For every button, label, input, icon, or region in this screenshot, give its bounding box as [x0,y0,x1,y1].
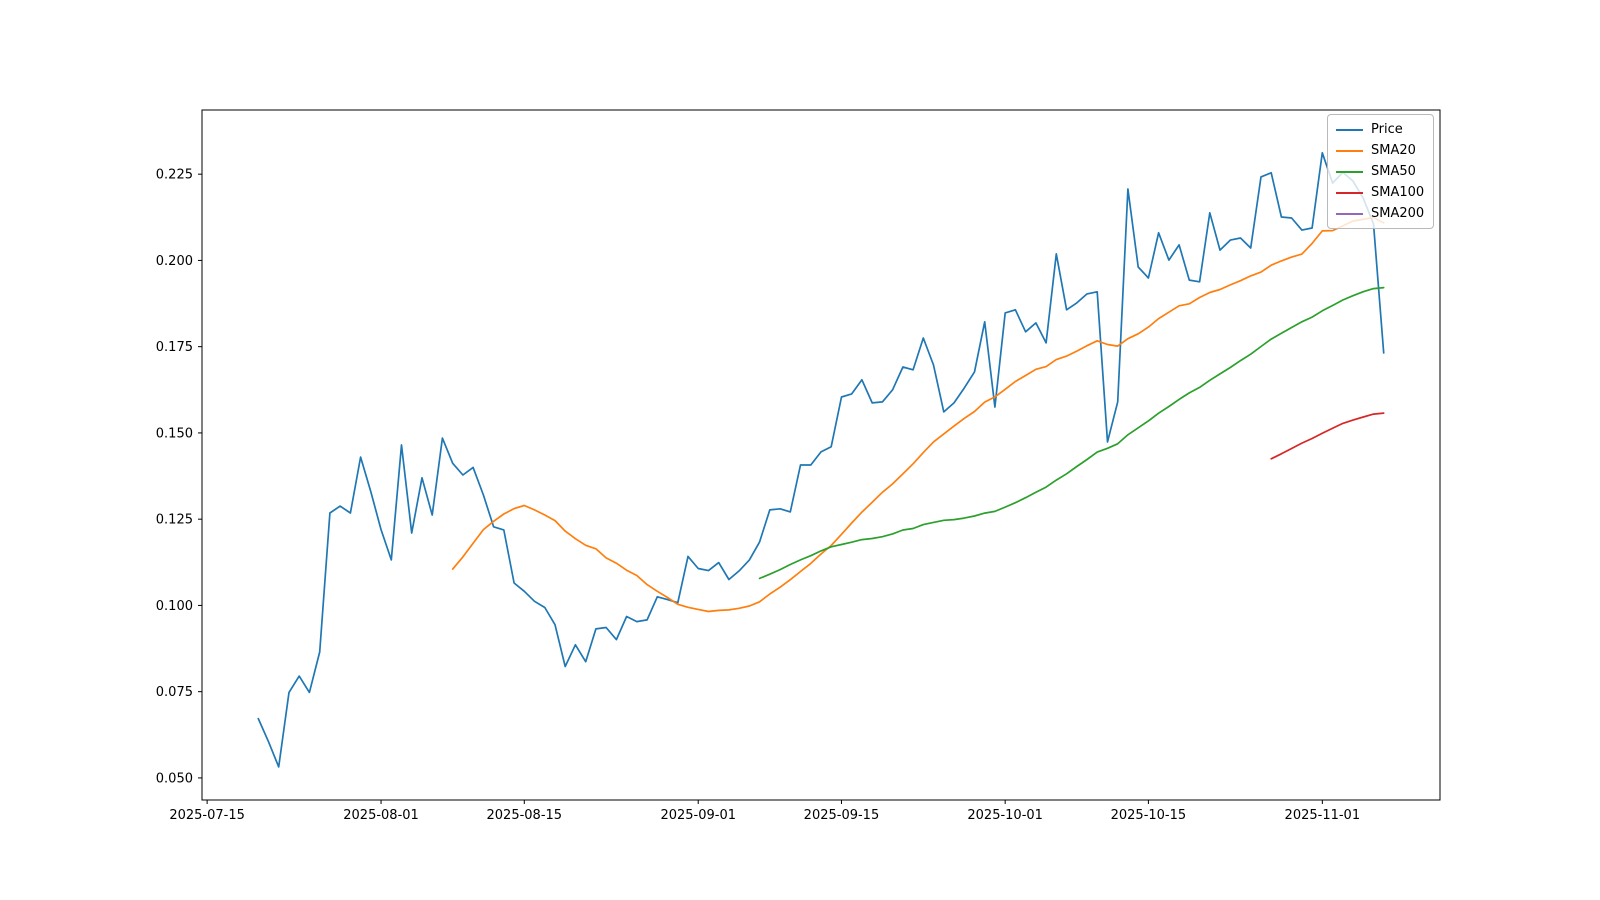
x-tick-label: 2025-11-01 [1285,808,1361,823]
legend-label-price: Price [1371,122,1403,137]
legend-sample-line-price [1336,128,1363,131]
legend-item-sma20: SMA20 [1336,142,1424,159]
y-tick-label: 0.125 [156,513,193,528]
x-tick-label: 2025-10-15 [1111,808,1187,823]
legend-item-sma200: SMA200 [1336,205,1424,222]
x-tick-label: 2025-09-15 [804,808,880,823]
y-tick-label: 0.150 [156,426,193,441]
plot-area-border [201,109,1441,801]
series-line-sma20 [451,216,1385,613]
legend-label-sma50: SMA50 [1371,164,1416,179]
y-tick-label: 0.175 [156,340,193,355]
series-line-sma50 [758,286,1385,580]
legend-label-sma20: SMA20 [1371,143,1416,158]
y-tick-label: 0.225 [156,168,193,183]
x-tick-label: 2025-10-01 [967,808,1043,823]
x-tick-label: 2025-08-01 [343,808,419,823]
y-tick-label: 0.075 [156,685,193,700]
y-tick-label: 0.100 [156,599,193,614]
x-tick-label: 2025-07-15 [169,808,245,823]
legend-label-sma100: SMA100 [1371,185,1425,200]
x-tick-label: 2025-08-15 [487,808,563,823]
legend-sample-line-sma50 [1336,170,1363,173]
legend-sample-line-sma200 [1336,212,1363,215]
legend-item-price: Price [1336,121,1424,138]
legend-sample-line-sma20 [1336,149,1363,152]
series-line-sma100 [1270,412,1385,460]
legend-label-sma200: SMA200 [1371,206,1425,221]
x-tick-label: 2025-09-01 [660,808,736,823]
legend: Price SMA20 SMA50 SMA100 SMA200 [1327,114,1435,229]
series-line-price [257,151,1385,768]
y-tick-label: 0.200 [156,254,193,269]
y-tick-label: 0.050 [156,771,193,786]
legend-sample-line-sma100 [1336,191,1363,194]
legend-item-sma50: SMA50 [1336,163,1424,180]
legend-item-sma100: SMA100 [1336,184,1424,201]
